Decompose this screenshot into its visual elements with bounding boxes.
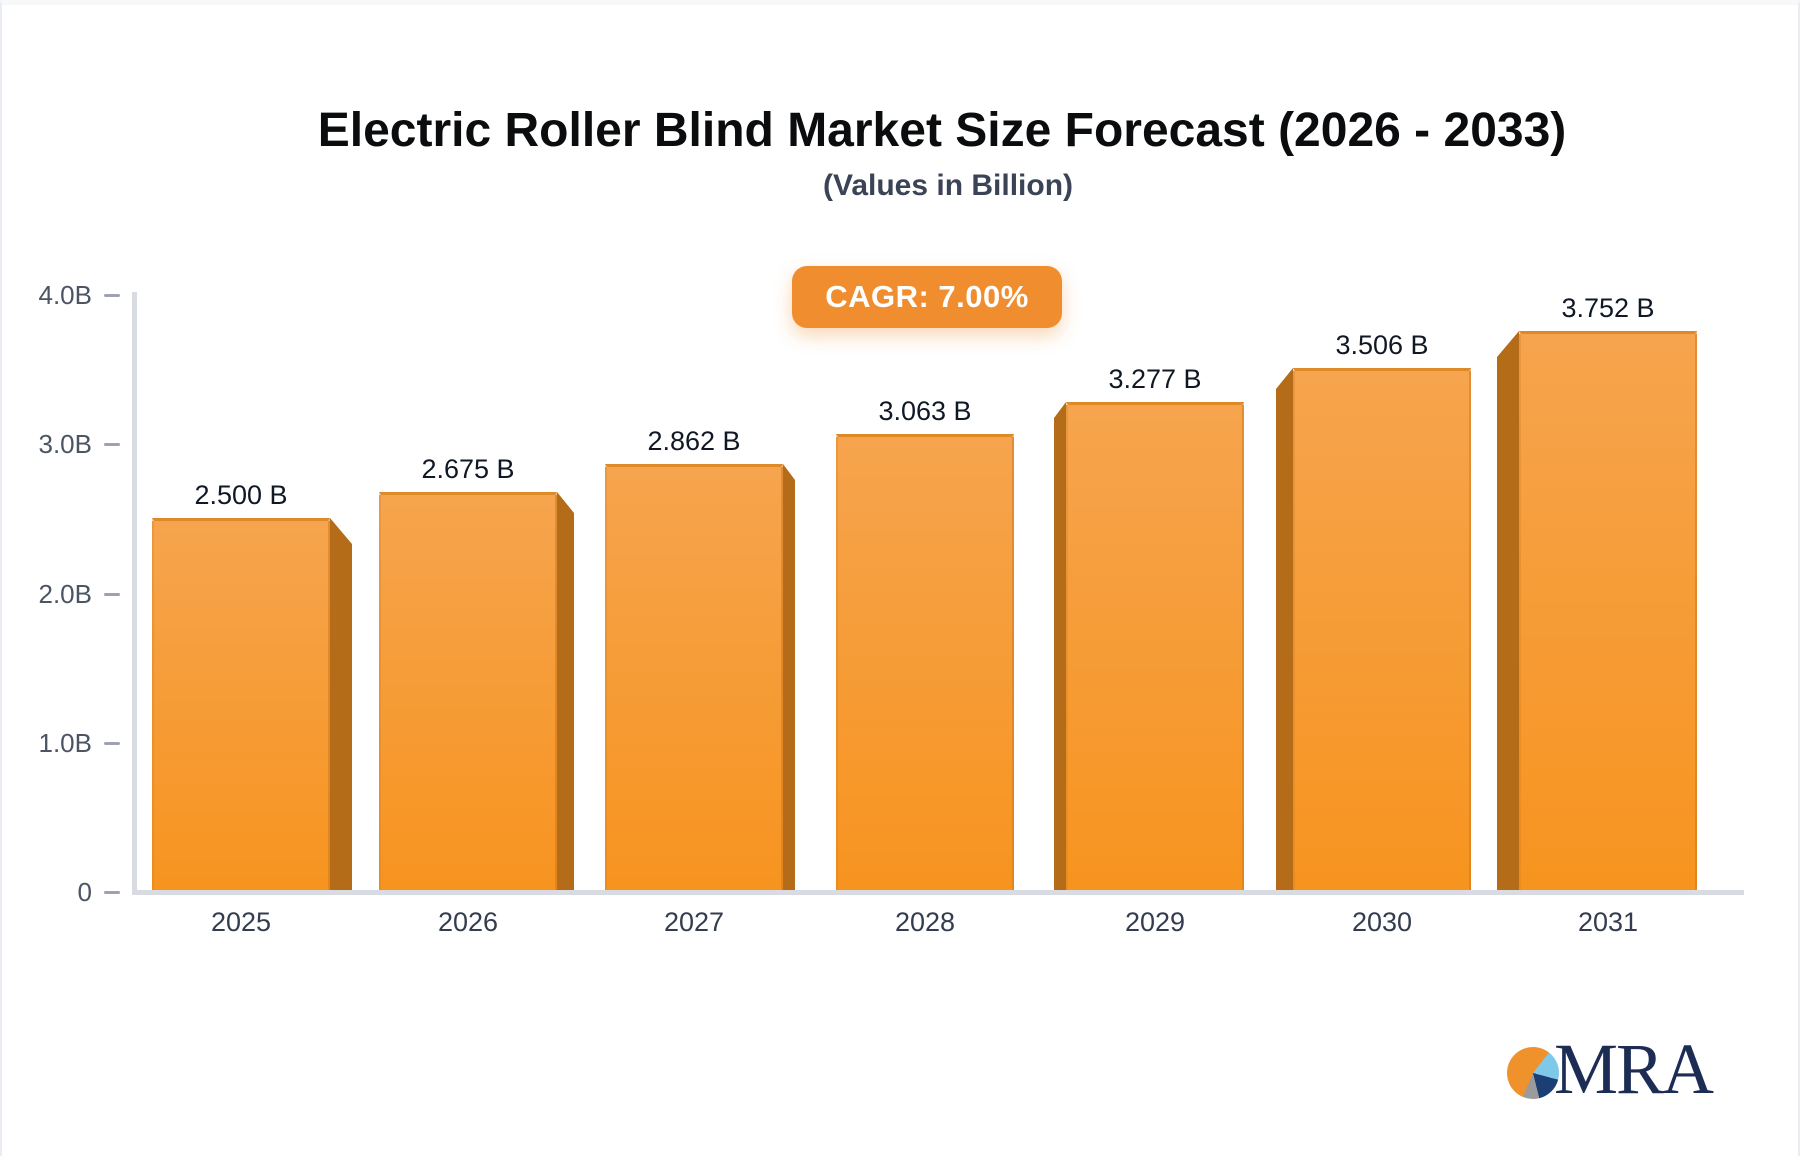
- y-axis-line: [132, 292, 137, 895]
- y-axis-tick-mark: [104, 891, 120, 894]
- bar-side-face-2029: [1054, 402, 1066, 891]
- y-axis-tick-mark: [104, 741, 120, 745]
- logo-text: MRA: [1554, 1029, 1714, 1109]
- x-axis-line: [132, 890, 1744, 895]
- bar-front-face-2030: [1293, 368, 1471, 891]
- y-axis-tick-label: 0: [77, 877, 92, 907]
- mra-logo: MRA: [1502, 1030, 1782, 1120]
- x-axis-label: 2025: [210, 907, 272, 937]
- bar-value-label: 2.500 B: [194, 480, 288, 510]
- x-axis-label: 2030: [1351, 907, 1413, 937]
- y-axis-tick-label: 4.0B: [38, 280, 93, 310]
- y-axis-tick-mark: [104, 294, 120, 297]
- bar-front-face-2027: [605, 464, 783, 891]
- logo-pie-icon: [1507, 1047, 1559, 1099]
- bar-front-face-2031: [1519, 331, 1697, 891]
- bar-value-label: 3.752 B: [1561, 293, 1655, 323]
- y-axis-tick-label: 1.0B: [38, 727, 93, 758]
- bar-value-label: 3.277 B: [1108, 364, 1202, 394]
- bar-side-face-2027: [783, 464, 795, 891]
- x-axis-label: 2026: [437, 907, 499, 937]
- bar-side-face-2026: [557, 492, 574, 891]
- bar-value-label: 2.862 B: [647, 426, 741, 456]
- bar-value-label: 3.063 B: [878, 396, 972, 426]
- x-axis-label: 2031: [1577, 907, 1639, 937]
- bar-front-face-2025: [152, 518, 330, 891]
- y-axis-tick-mark: [104, 443, 120, 447]
- y-axis-tick-mark: [104, 592, 120, 596]
- x-axis-label: 2027: [663, 907, 725, 937]
- bar-side-face-2031: [1497, 331, 1519, 891]
- x-axis-label: 2029: [1124, 907, 1186, 937]
- chart-subtitle: (Values in Billion): [822, 169, 1074, 202]
- bar-front-face-2026: [379, 492, 557, 891]
- bar-value-label: 2.675 B: [421, 454, 515, 484]
- x-axis-label: 2028: [894, 907, 956, 937]
- bar-value-label: 3.506 B: [1335, 330, 1429, 360]
- y-axis-tick-label: 3.0B: [38, 429, 93, 460]
- chart-title: Electric Roller Blind Market Size Foreca…: [317, 104, 1567, 157]
- bar-side-face-2030: [1276, 368, 1293, 891]
- cagr-badge-label: CAGR: 7.00%: [825, 279, 1029, 314]
- cagr-badge: CAGR: 7.00%: [792, 266, 1062, 328]
- bar-front-face-2028: [836, 434, 1014, 891]
- y-axis-tick-label: 2.0B: [38, 578, 93, 609]
- bar-side-face-2025: [330, 518, 352, 891]
- bar-front-face-2029: [1066, 402, 1244, 891]
